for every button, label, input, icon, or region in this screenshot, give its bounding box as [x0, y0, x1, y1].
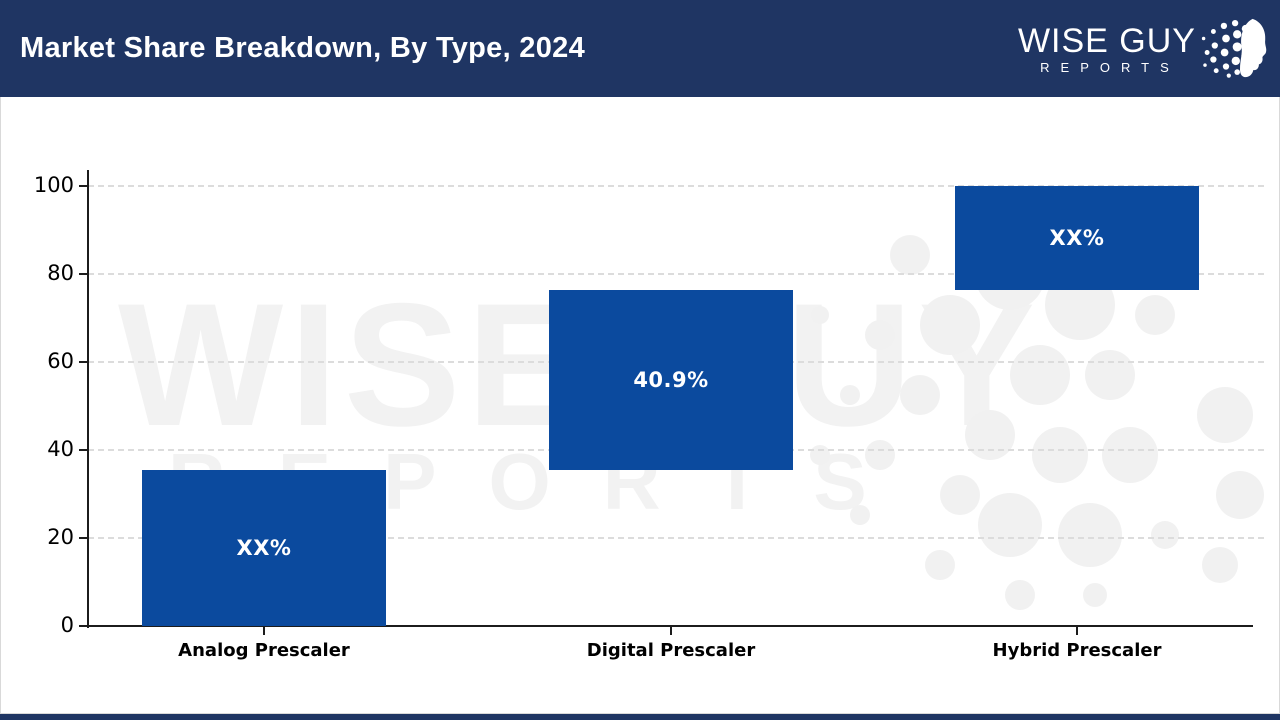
y-tick-60	[79, 361, 88, 363]
logo-wordmark: WISE GUY REPORTS	[1018, 24, 1196, 74]
bar-value-label-digital-prescaler: 40.9%	[633, 368, 709, 393]
chart-title: Market Share Breakdown, By Type, 2024	[20, 32, 586, 64]
y-tick-label-20: 20	[47, 525, 74, 549]
y-tick-0	[79, 625, 88, 627]
footer-bar	[0, 714, 1280, 720]
y-tick-label-80: 80	[47, 261, 74, 285]
y-tick-20	[79, 537, 88, 539]
gridline-20	[88, 537, 1264, 539]
x-tick-label-analog-prescaler: Analog Prescaler	[178, 640, 350, 661]
y-tick-80	[79, 273, 88, 275]
x-tick-hybrid-prescaler	[1076, 626, 1078, 635]
x-tick-label-digital-prescaler: Digital Prescaler	[586, 640, 756, 661]
bar-value-label-hybrid-prescaler: XX%	[1049, 226, 1105, 251]
y-tick-100	[79, 185, 88, 187]
bar-digital-prescaler: 40.9%	[549, 290, 793, 471]
logo-wordmark-text: WISE GUY	[1017, 22, 1196, 60]
wiseguy-logo: WISE GUY REPORTS	[1018, 6, 1268, 92]
bar-analog-prescaler: XX%	[142, 470, 386, 626]
x-tick-analog-prescaler	[263, 626, 265, 635]
y-tick-label-40: 40	[47, 437, 74, 461]
gridline-80	[88, 273, 1264, 275]
y-tick-40	[79, 449, 88, 451]
gridline-100	[88, 185, 1264, 187]
logo-face-icon	[1201, 18, 1267, 78]
bar-value-label-analog-prescaler: XX%	[236, 536, 292, 561]
x-tick-digital-prescaler	[670, 626, 672, 635]
header: Market Share Breakdown, By Type, 2024 WI…	[0, 0, 1280, 97]
logo-subtext: REPORTS	[1040, 60, 1180, 75]
y-tick-label-100: 100	[33, 173, 74, 197]
y-tick-label-60: 60	[47, 349, 74, 373]
y-tick-label-0: 0	[60, 613, 74, 637]
y-axis-line	[87, 170, 89, 628]
bar-hybrid-prescaler: XX%	[955, 186, 1199, 291]
x-tick-label-hybrid-prescaler: Hybrid Prescaler	[992, 640, 1162, 661]
